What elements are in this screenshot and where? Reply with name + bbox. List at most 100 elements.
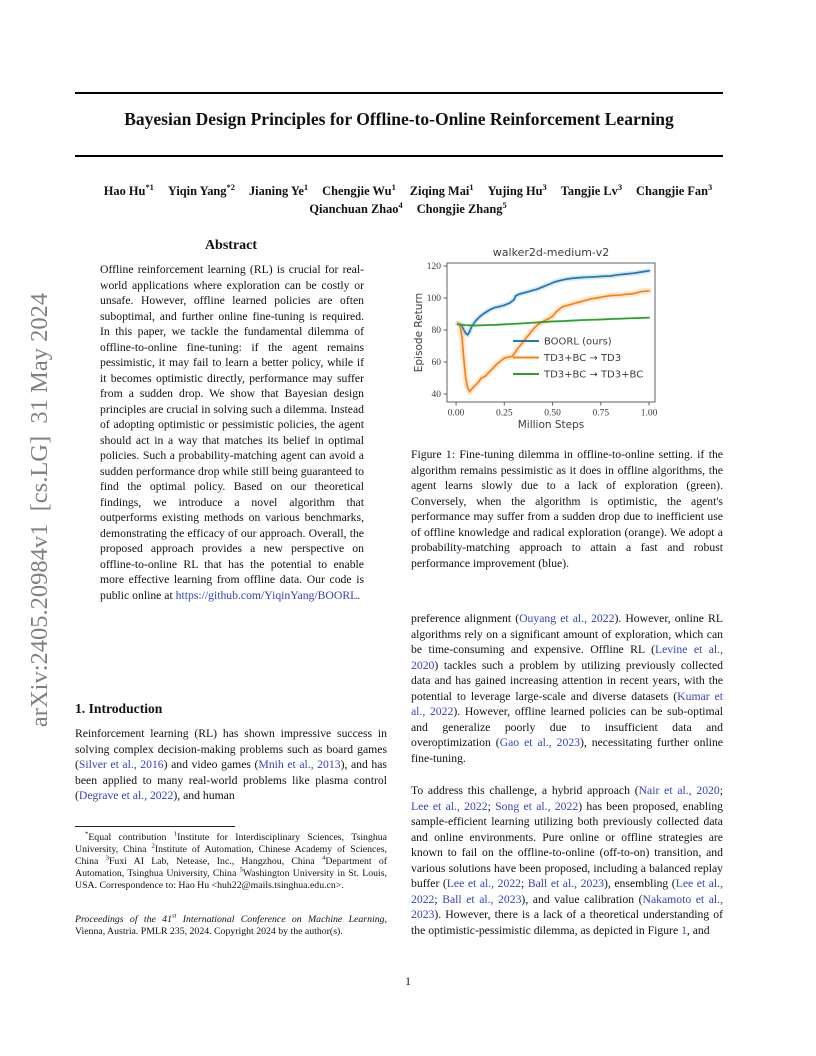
- citation-link[interactable]: Kumar et al., 2022: [411, 689, 723, 719]
- text-segment: Offline reinforcement learning (RL) is c…: [100, 263, 364, 602]
- text-segment: .: [357, 588, 361, 602]
- series-line-2: [457, 316, 650, 327]
- author: Yiqin Yang*2: [167, 181, 235, 198]
- y-tick-label: 60: [432, 358, 442, 368]
- citation-link[interactable]: Levine et al., 2020: [411, 643, 723, 672]
- y-tick-label: 100: [427, 294, 442, 304]
- text-segment: ;: [434, 892, 443, 906]
- figure-1: 0.00 0.25 0.50 0.75 1.00 40 60 80 100 120 walker2d…: [413, 244, 723, 434]
- citation-link[interactable]: Gao et al., 2023: [499, 736, 581, 749]
- text-segment: ;: [487, 799, 496, 813]
- x-tick-label: 0.25: [496, 409, 513, 419]
- text-segment: Proceedings of the 41: [75, 914, 172, 925]
- text-segment: International Conference on Machine Lear…: [176, 914, 385, 925]
- series-line-0: [457, 269, 650, 336]
- x-axis-label: Million Steps: [518, 419, 585, 431]
- legend-label-0: BOORL (ours): [544, 337, 612, 348]
- citation-link[interactable]: Mnih et al., 2013: [258, 758, 341, 771]
- author: Hao Hu*1: [103, 181, 154, 198]
- author: Ziqing Mai1: [409, 181, 474, 198]
- author: Chengjie Wu1: [322, 181, 396, 198]
- text-segment: , Vienna, Austria. PMLR 235, 2024. Copyr…: [75, 914, 387, 938]
- citation-link[interactable]: 1: [681, 923, 687, 937]
- text-segment: ), necessitating further online fine-tun…: [411, 736, 723, 765]
- x-tick-label: 0.75: [592, 409, 609, 419]
- abstract-heading: Abstract: [204, 238, 258, 253]
- x-tick-label: 0.50: [544, 409, 561, 419]
- text-segment: ). However, online RL algorithms rely on…: [411, 612, 723, 656]
- author: Tangjie Lv3: [560, 181, 623, 198]
- text-segment: st: [171, 912, 177, 920]
- paper-title: Bayesian Design Principles for Offline-t…: [124, 109, 674, 129]
- text-segment: *: [85, 830, 89, 838]
- text-segment: 4: [322, 854, 326, 862]
- text-segment: ;: [521, 877, 528, 890]
- text-segment: Institute for Interdisciplinary Sciences…: [75, 832, 387, 856]
- title-rule-top: [75, 92, 723, 95]
- y-tick-label: 120: [427, 262, 442, 272]
- author: Qianchuan Zhao4: [309, 199, 403, 216]
- x-tick-label: 1.00: [641, 409, 658, 419]
- abstract-body: Offline reinforcement learning (RL) is c…: [100, 262, 364, 603]
- text-segment: 2: [151, 842, 155, 850]
- author-list-row1: Hao Hu*1 Yiqin Yang*2 Jianing Ye1 Chengjie …: [60, 181, 756, 199]
- text-segment: ) and video games (: [163, 758, 259, 771]
- text-segment: To address this challenge, a hybrid appr…: [411, 784, 639, 797]
- citation-link[interactable]: Nakamoto et al., 2023: [411, 892, 724, 922]
- plot-frame: [446, 262, 656, 403]
- y-axis-label: Episode Return: [413, 293, 425, 372]
- figure-1-caption: Figure 1: Fine-tuning dilemma in offline…: [411, 448, 723, 570]
- text-segment: ), and value calibration (: [521, 892, 643, 906]
- text-segment: Equal contribution: [88, 832, 174, 843]
- citation-link[interactable]: Ouyang et al., 2022: [519, 612, 615, 625]
- text-segment: Institute of Automation, Chinese Academy…: [75, 844, 387, 868]
- text-segment: Fuxi AI Lab, Netease, Inc., Hangzhou, Ch…: [108, 856, 323, 868]
- text-segment: ), ensembling (: [604, 877, 676, 890]
- arxiv-banner: arXiv:2405.20984v1 [cs.LG] 31 May 2024: [26, 292, 53, 728]
- intro-paragraph: Reinforcement learning (RL) has shown im…: [75, 726, 387, 804]
- section-heading-introduction: 1. Introduction: [75, 701, 163, 716]
- citation-link[interactable]: Degrave et al., 2022: [78, 789, 174, 802]
- text-segment: ) tackles such a problem by utilizing pr…: [411, 658, 723, 703]
- text-segment: ). However, there is a lack of a theoret…: [411, 908, 723, 937]
- author: Jianing Ye1: [248, 181, 309, 198]
- citation-link[interactable]: Lee et al., 2022: [411, 877, 724, 906]
- legend-label-1: TD3+BC → TD3: [543, 353, 621, 364]
- text-segment: preference alignment (: [411, 612, 520, 625]
- y-tick-label: 80: [432, 326, 442, 336]
- series-line-1: [457, 289, 650, 393]
- text-segment: ;: [719, 784, 723, 797]
- text-segment: ), and has been applied to many real-wor…: [75, 758, 387, 802]
- citation-link[interactable]: Song et al., 2022: [495, 799, 579, 813]
- footnote-rule: [75, 826, 235, 827]
- citation-link[interactable]: Ball et al., 2023: [442, 892, 522, 906]
- text-segment: ) has been proposed, enabling sample-eff…: [411, 799, 724, 891]
- text-segment: ). However, offline learned policies can…: [411, 705, 723, 749]
- body-paragraph-2: To address this challenge, a hybrid appr…: [411, 783, 723, 938]
- text-segment: 1: [173, 830, 178, 838]
- author-list-row2: Qianchuan Zhao4 Chongjie Zhang5: [60, 199, 756, 217]
- author: Changjie Fan3: [636, 181, 713, 198]
- citation-link[interactable]: Ball et al., 2023: [527, 877, 605, 890]
- text-segment: Department of Automation, Tsinghua Unive…: [75, 856, 387, 880]
- citation-link[interactable]: Silver et al., 2016: [78, 758, 164, 771]
- citation-link[interactable]: Lee et al., 2022: [411, 799, 488, 813]
- citation-link[interactable]: Nair et al., 2020: [638, 784, 720, 797]
- y-tick-label: 40: [432, 390, 442, 400]
- figure-1-chart: 0.00 0.25 0.50 0.75 1.00 40 60 80 100 120 walker2d…: [413, 246, 658, 431]
- body-paragraph-1: preference alignment (Ouyang et al., 202…: [411, 611, 723, 766]
- text-segment: Washington University in St. Louis, USA.…: [75, 868, 387, 892]
- footnote-affiliations: *Equal contribution 1Institute for Inter…: [75, 830, 387, 892]
- footnote-proceedings: Proceedings of the 41st International Co…: [75, 912, 387, 938]
- title-rule-bottom: [75, 155, 723, 158]
- citation-link[interactable]: Lee et al., 2022: [446, 877, 522, 890]
- author: Chongjie Zhang5: [416, 199, 507, 216]
- citation-link[interactable]: https://github.com/YiqinYang/BOORL: [175, 588, 358, 602]
- text-segment: , and: [686, 923, 710, 937]
- text-segment: Reinforcement learning (RL) has shown im…: [75, 727, 387, 771]
- legend-label-2: TD3+BC → TD3+BC: [543, 370, 643, 381]
- author: Yujing Hu3: [487, 181, 547, 198]
- page-number: 1: [405, 975, 411, 988]
- chart-title: walker2d-medium-v2: [493, 246, 609, 259]
